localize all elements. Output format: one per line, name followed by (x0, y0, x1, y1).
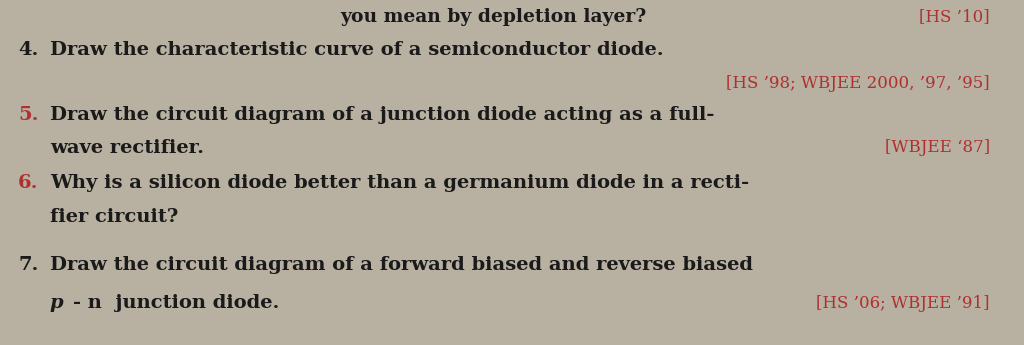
Text: wave rectifier.: wave rectifier. (50, 139, 204, 157)
Text: [HS ’06; WBJEE ’91]: [HS ’06; WBJEE ’91] (816, 295, 990, 312)
Text: 5.: 5. (18, 106, 39, 124)
Text: Draw the circuit diagram of a forward biased and reverse biased: Draw the circuit diagram of a forward bi… (50, 256, 753, 274)
Text: Why is a silicon diode better than a germanium diode in a recti-: Why is a silicon diode better than a ger… (50, 174, 750, 192)
Text: you mean by depletion layer?: you mean by depletion layer? (340, 8, 646, 26)
Text: fier circuit?: fier circuit? (50, 208, 178, 226)
Text: - n  junction diode.: - n junction diode. (73, 294, 280, 312)
Text: [HS ’98; WBJEE 2000, ’97, ’95]: [HS ’98; WBJEE 2000, ’97, ’95] (726, 75, 990, 91)
Text: 6.: 6. (18, 174, 39, 192)
Text: [WBJEE ‘87]: [WBJEE ‘87] (885, 139, 990, 157)
Text: Draw the circuit diagram of a junction diode acting as a full-: Draw the circuit diagram of a junction d… (50, 106, 715, 124)
Text: Draw the characteristic curve of a semiconductor diode.: Draw the characteristic curve of a semic… (50, 41, 664, 59)
Text: [HS ’10]: [HS ’10] (920, 9, 990, 26)
Text: 7.: 7. (18, 256, 38, 274)
Text: 4.: 4. (18, 41, 38, 59)
Text: p: p (50, 294, 63, 312)
